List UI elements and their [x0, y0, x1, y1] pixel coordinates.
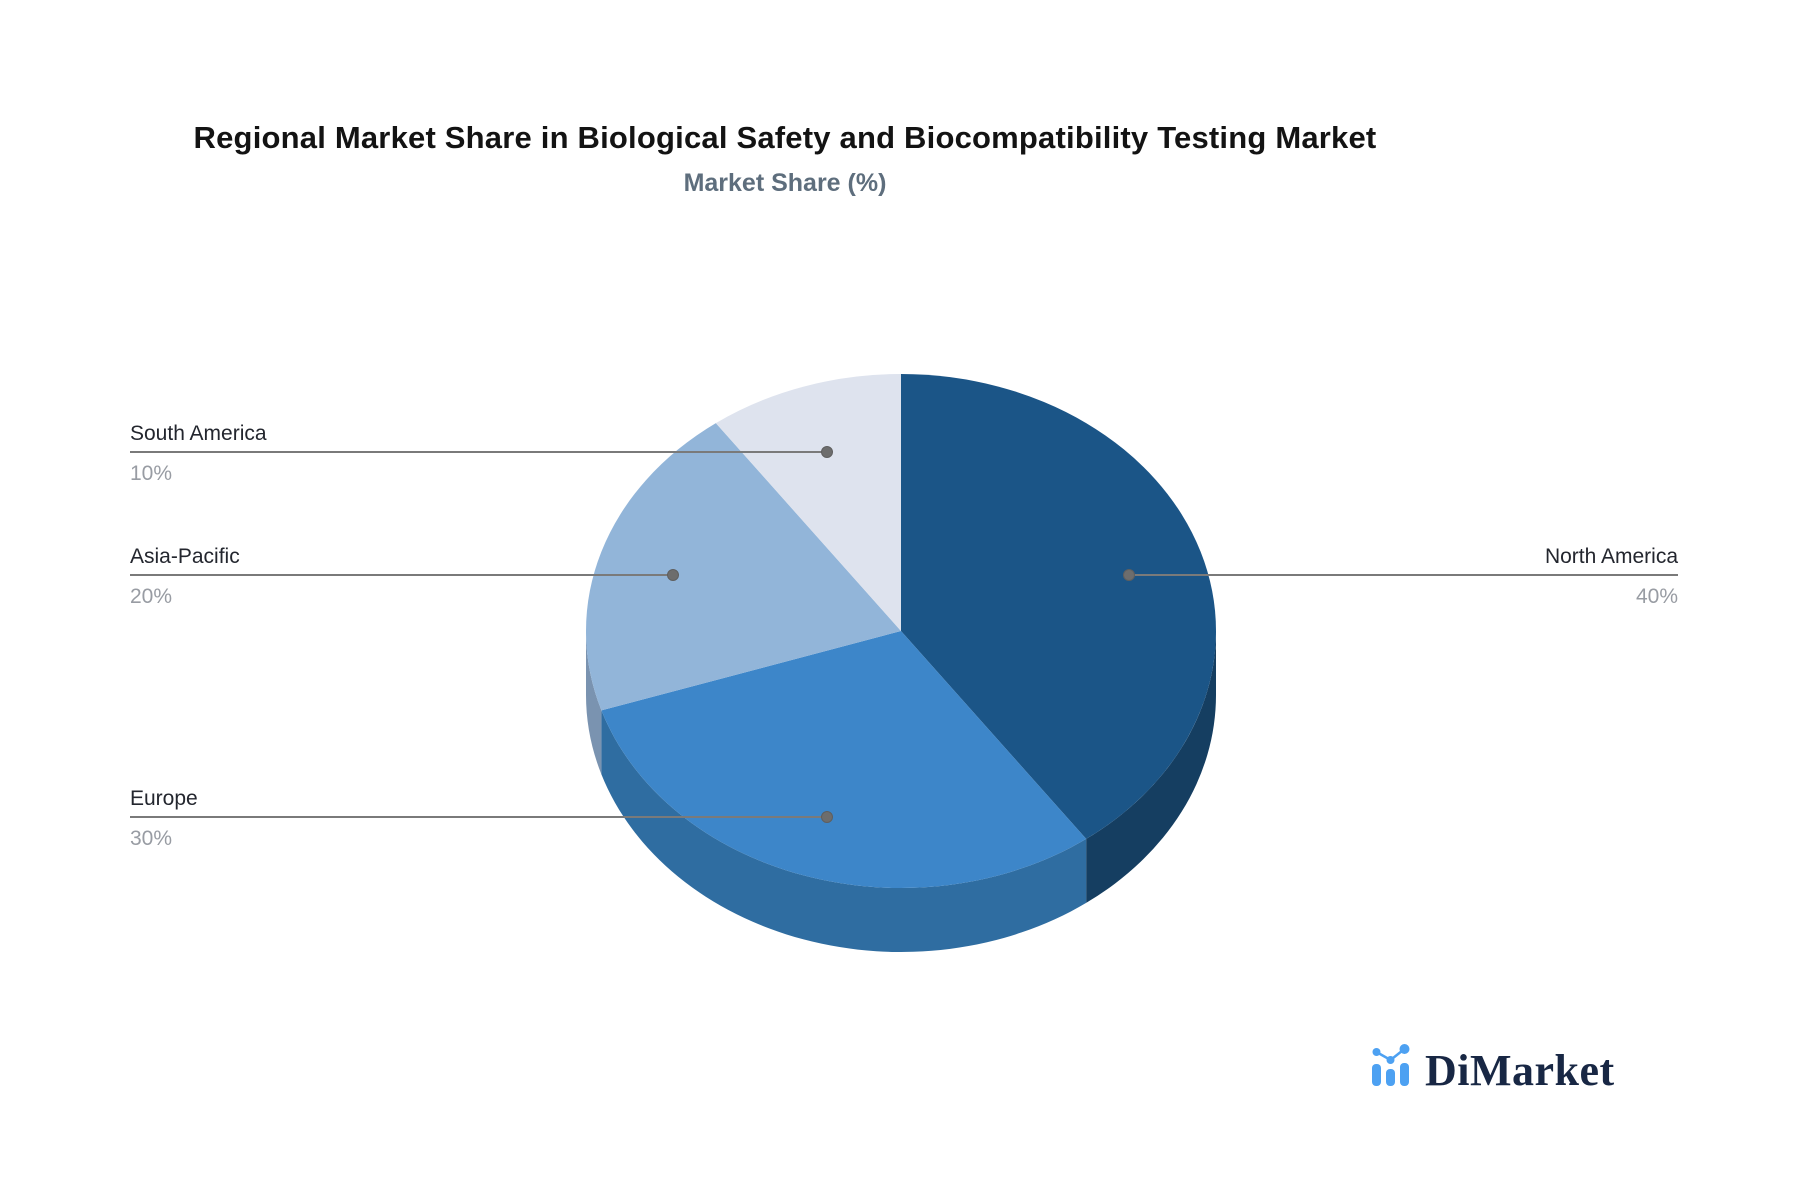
pie-slice-side-north-america[interactable]: [1086, 631, 1216, 903]
chart-subtitle: Market Share (%): [683, 169, 887, 197]
pie-slice-south-america[interactable]: [715, 374, 901, 631]
pie-slice-asia-pacific[interactable]: [586, 423, 901, 711]
pie-slice-europe[interactable]: [601, 631, 1087, 888]
chart-title: Regional Market Share in Biological Safe…: [193, 120, 1377, 155]
dimarket-logo-icon: [1372, 1044, 1410, 1086]
callout-value-europe: 30%: [130, 827, 173, 850]
leader-dot-south-america: [821, 446, 833, 458]
leader-dot-europe: [821, 811, 833, 823]
leader-dot-north-america: [1123, 569, 1135, 581]
callout-label-asia-pacific: Asia-Pacific: [130, 545, 240, 568]
callout-label-europe: Europe: [130, 787, 198, 810]
pie-slice-north-america[interactable]: [901, 374, 1216, 839]
pie-slice-side-europe[interactable]: [601, 710, 1087, 952]
leader-dot-asia-pacific: [667, 569, 679, 581]
pie-slice-side-asia-pacific[interactable]: [586, 631, 602, 775]
callout-value-asia-pacific: 20%: [130, 585, 173, 608]
callout-label-south-america: South America: [130, 422, 267, 445]
dimarket-logo-text: DiMarket: [1425, 1046, 1615, 1095]
callout-value-north-america: 40%: [1635, 585, 1678, 608]
callout-value-south-america: 10%: [130, 462, 173, 485]
dimarket-logo: DiMarket: [1368, 1038, 1615, 1093]
callout-label-north-america: North America: [1544, 545, 1678, 568]
